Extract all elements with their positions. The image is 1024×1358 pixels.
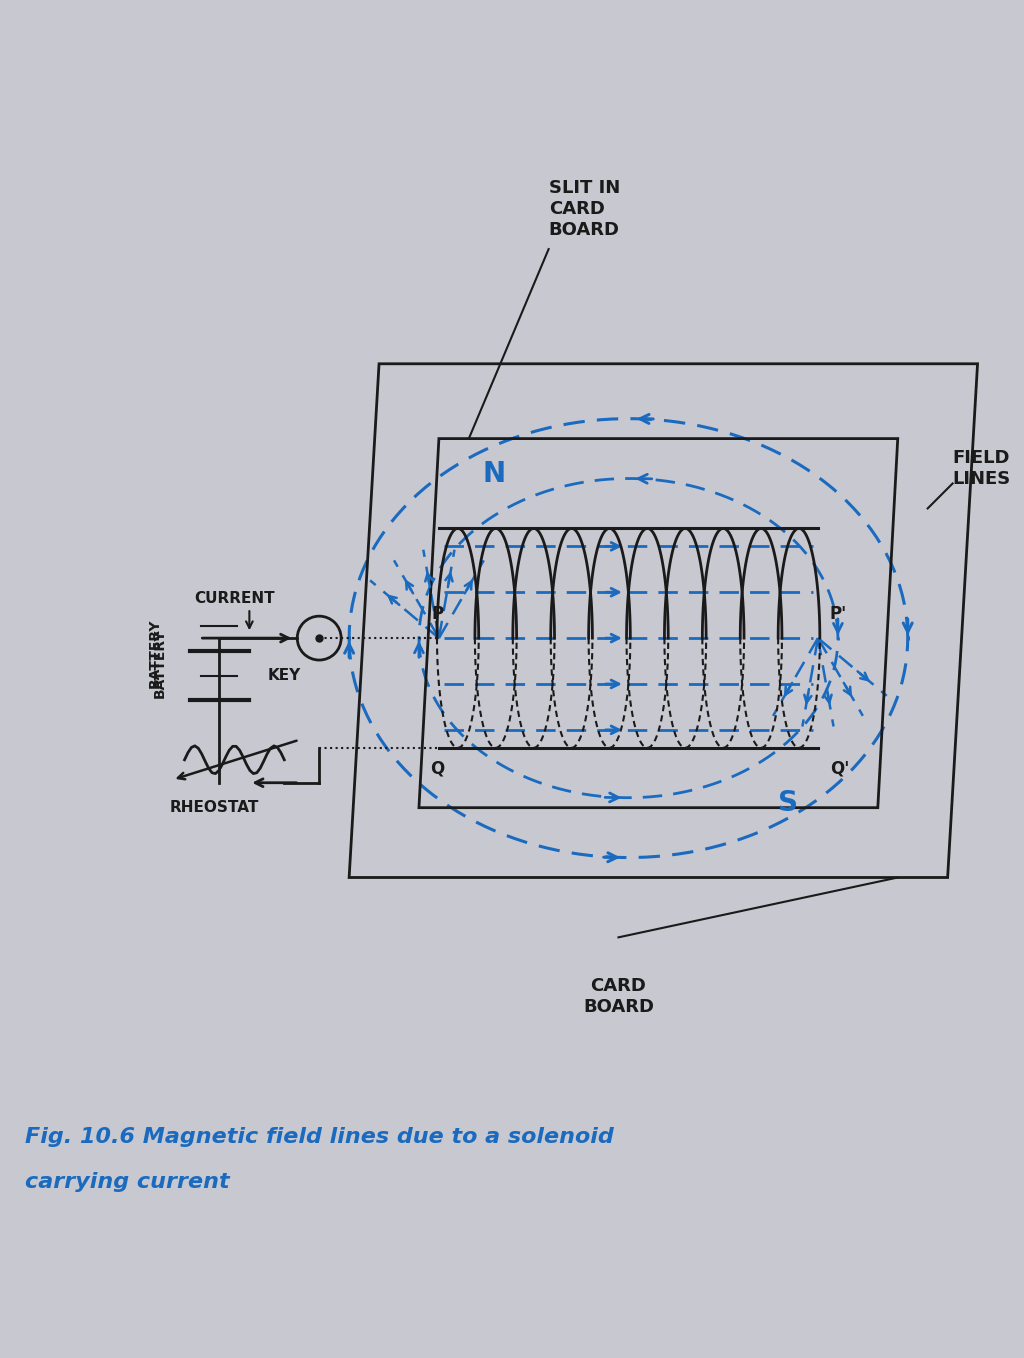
Text: RHEOSTAT: RHEOSTAT [170,800,259,815]
Text: P': P' [829,606,847,623]
Text: FIELD
LINES: FIELD LINES [952,449,1011,488]
Text: Fig. 10.6 Magnetic field lines due to a solenoid: Fig. 10.6 Magnetic field lines due to a … [25,1127,613,1146]
Text: BATTERY: BATTERY [147,618,162,687]
Text: Q': Q' [829,759,849,778]
Text: SLIT IN
CARD
BOARD: SLIT IN CARD BOARD [549,179,620,239]
Text: carrying current: carrying current [25,1172,229,1192]
Text: P: P [432,606,443,623]
Text: S: S [778,789,798,816]
Text: BATTERY: BATTERY [153,629,167,698]
Text: Q: Q [430,759,443,778]
Text: CURRENT: CURRENT [195,591,274,606]
Text: CARD
BOARD: CARD BOARD [583,978,654,1016]
Text: N: N [482,459,505,488]
Text: KEY: KEY [267,668,301,683]
